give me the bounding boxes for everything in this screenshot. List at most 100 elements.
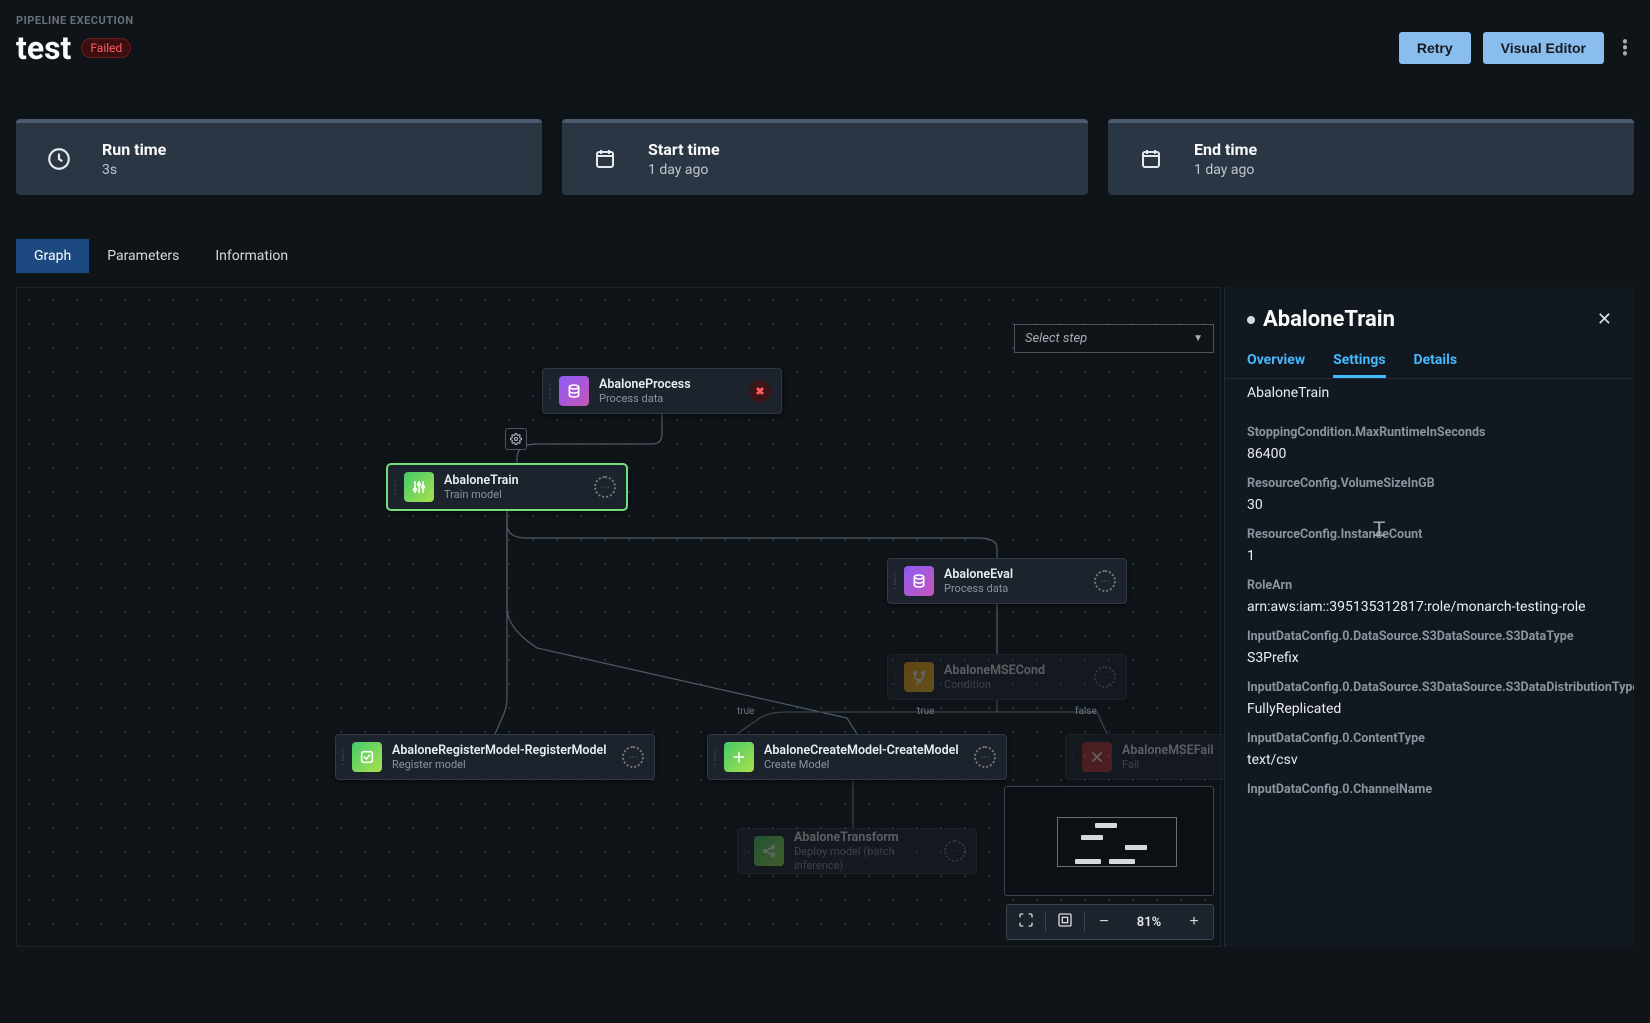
setting-value: FullyReplicated — [1247, 701, 1612, 717]
drag-handle-icon[interactable]: ⋮⋮ — [888, 672, 898, 682]
setting-key: InputDataConfig.0.DataSource.S3DataSourc… — [1247, 629, 1612, 644]
check-icon — [352, 742, 382, 772]
minimap-node — [1125, 845, 1147, 850]
status-fail-icon: ✖ — [749, 380, 771, 402]
node-title: AbaloneTrain — [444, 473, 586, 488]
setting-value: arn:aws:iam::395135312817:role/monarch-t… — [1247, 599, 1612, 615]
db-icon — [904, 566, 934, 596]
status-pending-icon: ⋯ — [944, 840, 966, 862]
minimap-node — [1075, 859, 1101, 864]
setting-row: InputDataConfig.0.ContentType text/csv — [1247, 731, 1612, 768]
drag-handle-icon[interactable]: ⋮⋮ — [888, 576, 898, 586]
setting-key: InputDataConfig.0.ContentType — [1247, 731, 1612, 746]
retry-button[interactable]: Retry — [1399, 32, 1471, 64]
zoom-out-button[interactable]: − — [1085, 905, 1123, 939]
calendar-icon — [1108, 123, 1194, 195]
status-pending-icon: ⋯ — [622, 746, 644, 768]
details-panel: AbaloneTrain ✕ Overview Settings Details… — [1224, 287, 1634, 947]
node-title: AbaloneMSEFail — [1122, 743, 1236, 758]
node-subtitle: Process data — [599, 392, 741, 405]
status-pending-icon: ⋯ — [594, 476, 616, 498]
clock-icon — [16, 123, 102, 195]
card-label: End time — [1194, 140, 1257, 159]
node-title: AbaloneCreateModel-CreateModel — [764, 743, 966, 758]
header-actions: Retry Visual Editor ••• — [1399, 14, 1634, 64]
minimap[interactable] — [1004, 786, 1214, 896]
drag-handle-icon[interactable]: ⋮⋮ — [336, 752, 346, 762]
panel-tab-details[interactable]: Details — [1414, 342, 1458, 378]
tab-parameters[interactable]: Parameters — [89, 239, 197, 273]
zoom-percent: 81% — [1123, 915, 1175, 930]
setting-row: InputDataConfig.0.DataSource.S3DataSourc… — [1247, 629, 1612, 666]
db-icon — [559, 376, 589, 406]
node-create[interactable]: ⋮⋮ AbaloneCreateModel-CreateModel Create… — [707, 734, 1007, 780]
panel-body[interactable]: AbaloneTrain StoppingCondition.MaxRuntim… — [1225, 379, 1634, 823]
node-settings-icon[interactable] — [505, 428, 527, 450]
panel-tab-settings[interactable]: Settings — [1333, 342, 1385, 378]
metric-cards: Run time 3s Start time 1 day ago End tim… — [0, 75, 1650, 195]
node-process[interactable]: ⋮⋮ AbaloneProcess Process data ✖ — [542, 368, 782, 414]
node-register[interactable]: ⋮⋮ AbaloneRegisterModel-RegisterModel Re… — [335, 734, 655, 780]
node-subtitle: Register model — [392, 758, 614, 771]
node-subtitle: Deploy model (batch inference) — [794, 845, 936, 871]
minimap-node — [1095, 823, 1117, 828]
more-menu-button[interactable]: ••• — [1616, 39, 1634, 57]
share-icon — [754, 836, 784, 866]
drag-handle-icon[interactable]: ⋮⋮ — [543, 386, 553, 396]
setting-key: StoppingCondition.MaxRuntimeInSeconds — [1247, 425, 1612, 440]
panel-tabs: Overview Settings Details — [1225, 342, 1634, 379]
zoom-reset-button[interactable] — [1046, 905, 1084, 939]
panel-title: AbaloneTrain — [1247, 307, 1395, 332]
setting-key: RoleArn — [1247, 578, 1612, 593]
graph-canvas[interactable]: Select step ▼ ⋮⋮ AbaloneProcess Process … — [16, 287, 1221, 947]
node-subtitle: Create Model — [764, 758, 966, 771]
node-text: AbaloneTransform Deploy model (batch inf… — [794, 830, 944, 871]
status-pending-icon: ⋯ — [1094, 570, 1116, 592]
setting-value: 30 — [1247, 497, 1612, 513]
node-transform[interactable]: ⋮⋮ AbaloneTransform Deploy model (batch … — [737, 828, 977, 874]
node-text: AbaloneMSECond Condition — [944, 663, 1094, 691]
setting-value: S3Prefix — [1247, 650, 1612, 666]
panel-tab-overview[interactable]: Overview — [1247, 342, 1305, 378]
node-text: AbaloneProcess Process data — [599, 377, 749, 405]
minimap-node — [1109, 859, 1135, 864]
panel-top-value: AbaloneTrain — [1247, 385, 1612, 411]
x-icon — [1082, 742, 1112, 772]
status-badge-failed: Failed — [81, 38, 131, 58]
graph-area: Select step ▼ ⋮⋮ AbaloneProcess Process … — [16, 287, 1634, 957]
edge-label: true — [737, 706, 754, 717]
setting-row: RoleArn arn:aws:iam::395135312817:role/m… — [1247, 578, 1612, 615]
node-subtitle: Condition — [944, 678, 1086, 691]
visual-editor-button[interactable]: Visual Editor — [1483, 32, 1604, 64]
drag-handle-icon[interactable]: ⋮⋮ — [738, 846, 748, 856]
card-run-time: Run time 3s — [16, 119, 542, 195]
step-select-placeholder: Select step — [1025, 331, 1087, 346]
card-end-time: End time 1 day ago — [1108, 119, 1634, 195]
node-subtitle: Process data — [944, 582, 1086, 595]
tab-information[interactable]: Information — [197, 239, 306, 273]
node-fail[interactable]: ⋮⋮ AbaloneMSEFail Fail — [1065, 734, 1245, 780]
node-train[interactable]: ⋮⋮ AbaloneTrain Train model ⋯ — [387, 464, 627, 510]
zoom-fit-button[interactable] — [1007, 905, 1045, 939]
drag-handle-icon[interactable]: ⋮⋮ — [708, 752, 718, 762]
setting-key: InputDataConfig.0.ChannelName — [1247, 782, 1612, 797]
card-label: Run time — [102, 140, 166, 159]
drag-handle-icon[interactable]: ⋮⋮ — [388, 482, 398, 492]
plus-icon — [724, 742, 754, 772]
tab-graph[interactable]: Graph — [16, 239, 89, 273]
drag-handle-icon[interactable]: ⋮⋮ — [1066, 752, 1076, 762]
close-panel-button[interactable]: ✕ — [1597, 309, 1612, 330]
setting-key: InputDataConfig.0.DataSource.S3DataSourc… — [1247, 680, 1612, 695]
header-left: PIPELINE EXECUTION test Failed — [16, 14, 134, 67]
node-cond[interactable]: ⋮⋮ AbaloneMSECond Condition ⋯ — [887, 654, 1127, 700]
zoom-controls: − 81% + — [1006, 904, 1214, 940]
node-text: AbaloneCreateModel-CreateModel Create Mo… — [764, 743, 974, 771]
node-subtitle: Train model — [444, 488, 586, 501]
step-select-dropdown[interactable]: Select step ▼ — [1014, 324, 1214, 353]
node-title: AbaloneMSECond — [944, 663, 1086, 678]
zoom-in-button[interactable]: + — [1175, 905, 1213, 939]
eyebrow-label: PIPELINE EXECUTION — [16, 14, 134, 27]
node-subtitle: Fail — [1122, 758, 1236, 771]
node-eval[interactable]: ⋮⋮ AbaloneEval Process data ⋯ — [887, 558, 1127, 604]
node-title: AbaloneRegisterModel-RegisterModel — [392, 743, 614, 758]
